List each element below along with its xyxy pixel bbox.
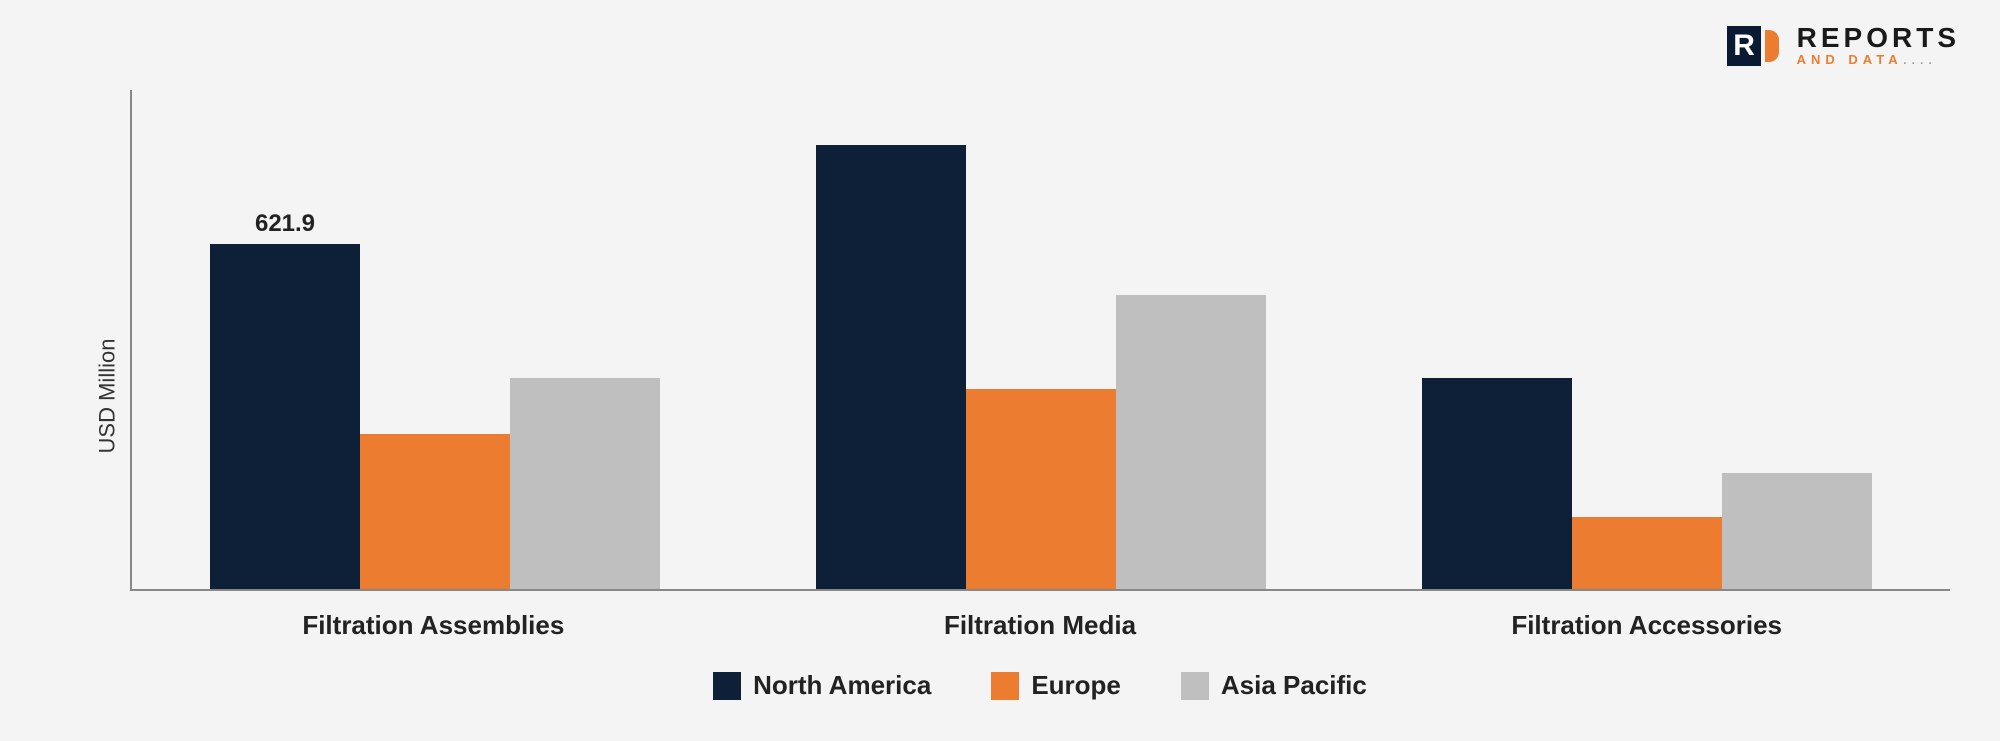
legend-label: Asia Pacific	[1221, 670, 1367, 701]
x-axis-labels: Filtration AssembliesFiltration MediaFil…	[130, 610, 1950, 641]
bar-value-label: 621.9	[255, 210, 315, 238]
logo-subtitle-row: AND DATA....	[1797, 52, 1960, 68]
plot-area: 621.9	[130, 90, 1950, 591]
x-axis-category-label: Filtration Accessories	[1343, 610, 1950, 641]
bar	[360, 434, 510, 589]
logo-title: REPORTS	[1797, 24, 1960, 52]
chart-container: USD Million 621.9 Filtration AssembliesF…	[110, 90, 1950, 701]
logo-dots: ....	[1903, 51, 1937, 68]
legend-swatch-icon	[991, 672, 1019, 700]
bar	[816, 145, 966, 589]
bar	[1722, 473, 1872, 589]
bar	[1422, 378, 1572, 589]
legend-item: Asia Pacific	[1181, 670, 1367, 701]
bar	[1116, 295, 1266, 589]
legend-swatch-icon	[713, 672, 741, 700]
logo-d-shape-icon	[1761, 26, 1787, 66]
legend-item: Europe	[991, 670, 1121, 701]
bar	[966, 389, 1116, 589]
bar	[1572, 517, 1722, 589]
bar	[510, 378, 660, 589]
bar-group: 621.9	[132, 90, 738, 589]
legend-swatch-icon	[1181, 672, 1209, 700]
legend-item: North America	[713, 670, 931, 701]
bar: 621.9	[210, 244, 360, 589]
logo-mark: R	[1727, 26, 1787, 66]
logo-subtitle: AND DATA	[1797, 52, 1903, 67]
legend-label: North America	[753, 670, 931, 701]
logo-text: REPORTS AND DATA....	[1797, 24, 1960, 68]
legend: North America Europe Asia Pacific	[130, 670, 1950, 701]
bar-groups: 621.9	[132, 90, 1950, 589]
y-axis-label: USD Million	[94, 338, 120, 453]
x-axis-category-label: Filtration Media	[737, 610, 1344, 641]
legend-label: Europe	[1031, 670, 1121, 701]
bar-group	[738, 90, 1344, 589]
bar-group	[1344, 90, 1950, 589]
logo-letter: R	[1727, 26, 1761, 66]
x-axis-category-label: Filtration Assemblies	[130, 610, 737, 641]
brand-logo: R REPORTS AND DATA....	[1727, 24, 1960, 68]
